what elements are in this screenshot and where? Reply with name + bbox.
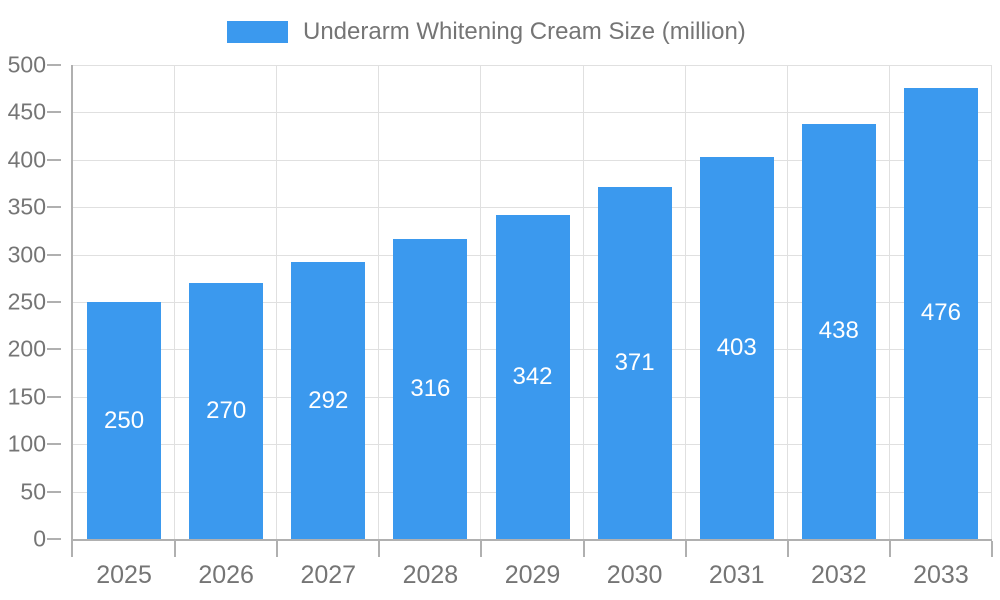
vertical-gridline bbox=[582, 65, 584, 539]
legend-swatch bbox=[227, 21, 288, 43]
bar-value-label: 250 bbox=[104, 406, 145, 434]
y-axis-tick bbox=[47, 395, 61, 398]
bar[interactable]: 250 bbox=[87, 302, 162, 539]
x-axis-tick bbox=[378, 541, 381, 557]
x-axis-tick bbox=[480, 541, 483, 557]
y-axis-tick bbox=[47, 538, 61, 540]
y-axis-tick bbox=[47, 301, 61, 303]
bar[interactable]: 403 bbox=[699, 156, 774, 539]
horizontal-gridline bbox=[73, 112, 992, 114]
vertical-gridline bbox=[378, 65, 380, 539]
vertical-gridline bbox=[786, 65, 788, 539]
x-axis-category-label: 2026 bbox=[198, 561, 254, 589]
bar[interactable]: 292 bbox=[291, 262, 366, 539]
bar-value-label: 292 bbox=[308, 386, 349, 414]
y-axis-tick-label: 350 bbox=[7, 193, 46, 220]
y-axis-tick bbox=[47, 490, 61, 493]
vertical-gridline bbox=[991, 65, 992, 539]
vertical-gridline bbox=[684, 65, 686, 539]
horizontal-gridline bbox=[73, 207, 992, 209]
bar[interactable]: 476 bbox=[903, 87, 978, 539]
bar-value-label: 371 bbox=[614, 349, 655, 377]
bar[interactable]: 270 bbox=[189, 283, 264, 539]
y-axis-tick bbox=[47, 443, 61, 446]
bar-value-label: 438 bbox=[818, 317, 859, 345]
y-axis-tick bbox=[47, 111, 61, 114]
x-axis-tick bbox=[174, 541, 177, 557]
x-axis-tick bbox=[991, 541, 993, 557]
y-axis-tick bbox=[47, 206, 61, 209]
x-axis-tick bbox=[276, 541, 279, 557]
legend-label: Underarm Whitening Cream Size (million) bbox=[303, 18, 746, 45]
bar[interactable]: 438 bbox=[801, 123, 876, 539]
x-axis-category-label: 2031 bbox=[708, 561, 765, 589]
x-axis-category-label: 2025 bbox=[96, 561, 152, 589]
bar-value-label: 342 bbox=[512, 362, 553, 390]
x-axis-category-label: 2033 bbox=[913, 561, 969, 589]
x-axis-category-label: 2028 bbox=[402, 561, 459, 589]
y-axis-tick bbox=[47, 158, 61, 161]
bar-value-label: 476 bbox=[920, 299, 961, 327]
y-axis-tick-label: 250 bbox=[7, 288, 46, 315]
bar-value-label: 316 bbox=[410, 375, 451, 403]
vertical-gridline bbox=[888, 65, 890, 539]
horizontal-gridline bbox=[73, 65, 992, 66]
y-axis-tick-label: 500 bbox=[7, 51, 46, 78]
bar[interactable]: 342 bbox=[495, 214, 570, 539]
x-axis-tick bbox=[582, 541, 585, 557]
x-axis-category-label: 2032 bbox=[811, 561, 867, 589]
y-axis-tick-label: 50 bbox=[20, 478, 46, 505]
y-axis-labels: 0 50 100 150 200 250 300 350 400 450 500 bbox=[0, 52, 46, 552]
y-axis-tick bbox=[47, 64, 61, 66]
bar-value-label: 270 bbox=[206, 397, 247, 425]
y-axis-tick bbox=[47, 348, 61, 351]
bar[interactable]: 371 bbox=[597, 187, 672, 539]
y-axis-tick-label: 100 bbox=[7, 430, 46, 457]
x-axis-category-label: 2027 bbox=[300, 561, 357, 589]
y-axis-tick-label: 300 bbox=[7, 241, 46, 268]
y-axis-tick-label: 400 bbox=[7, 146, 46, 173]
y-axis-tick bbox=[47, 253, 61, 256]
legend-item[interactable]: Underarm Whitening Cream Size (million) bbox=[227, 18, 746, 45]
x-axis-tick bbox=[786, 541, 789, 557]
bar-value-label: 403 bbox=[716, 333, 757, 361]
x-axis-category-label: 2030 bbox=[606, 561, 663, 589]
y-axis-tick-label: 200 bbox=[7, 335, 46, 362]
x-axis-tick bbox=[888, 541, 891, 557]
x-axis-tick bbox=[71, 541, 73, 557]
y-axis-tick-label: 0 bbox=[33, 525, 46, 552]
y-axis-tick-label: 450 bbox=[7, 98, 46, 125]
bar[interactable]: 316 bbox=[393, 239, 468, 539]
vertical-gridline bbox=[480, 65, 482, 539]
vertical-gridline bbox=[276, 65, 278, 539]
horizontal-gridline bbox=[73, 159, 992, 161]
vertical-gridline bbox=[174, 65, 176, 539]
x-axis-category-label: 2029 bbox=[504, 561, 561, 589]
x-axis-tick bbox=[684, 541, 687, 557]
plot-area: 250 270 292 316 342 371 403 438 476 bbox=[47, 64, 993, 557]
y-axis-tick-label: 150 bbox=[7, 383, 46, 410]
